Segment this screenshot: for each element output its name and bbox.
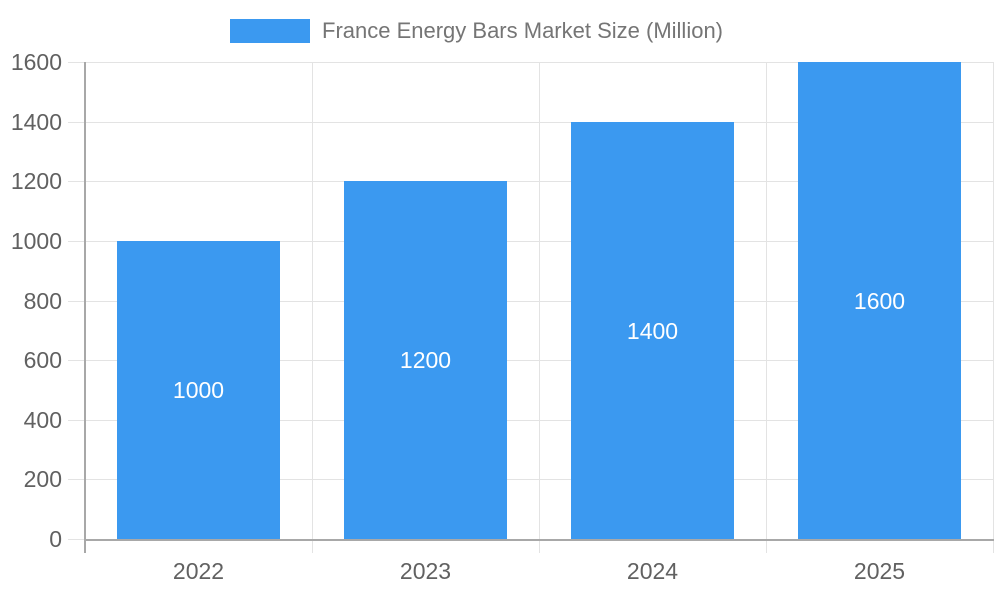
- y-gridline: [68, 420, 993, 421]
- y-axis-tick-label: 1400: [10, 109, 62, 135]
- y-gridline: [68, 301, 993, 302]
- y-axis-line: [84, 62, 86, 553]
- y-gridline: [68, 479, 993, 480]
- bar-2022: [117, 241, 280, 539]
- bar-value-label: 1400: [626, 318, 679, 344]
- bar-2025: [798, 62, 961, 539]
- chart-legend: France Energy Bars Market Size (Million): [230, 19, 723, 43]
- y-axis-tick-label: 400: [23, 407, 62, 433]
- legend-swatch-icon: [230, 19, 310, 43]
- bar-value-label: 1200: [399, 347, 452, 373]
- y-gridline: [68, 360, 993, 361]
- x-gridline: [539, 62, 540, 553]
- x-gridline: [766, 62, 767, 553]
- y-axis-tick-label: 200: [23, 466, 62, 492]
- legend-label: France Energy Bars Market Size (Million): [322, 18, 724, 43]
- x-axis-line: [84, 539, 994, 541]
- bar-value-label: 1600: [853, 288, 906, 314]
- y-axis-tick-label: 1000: [10, 228, 62, 254]
- x-axis-tick-label: 2024: [626, 558, 679, 584]
- bar-2024: [571, 122, 734, 539]
- y-axis-tick-label: 0: [49, 526, 62, 552]
- y-axis-tick-label: 1600: [10, 49, 62, 75]
- x-axis-tick-label: 2023: [399, 558, 452, 584]
- y-axis-tick-label: 1200: [10, 168, 62, 194]
- x-gridline: [312, 62, 313, 553]
- x-axis-tick-label: 2025: [853, 558, 906, 584]
- y-axis-tick-label: 600: [23, 347, 62, 373]
- y-gridline: [68, 181, 993, 182]
- bar-value-label: 1000: [172, 377, 225, 403]
- y-tick: [68, 539, 85, 540]
- y-gridline: [68, 62, 993, 63]
- x-gridline: [993, 62, 994, 553]
- y-gridline: [68, 122, 993, 123]
- y-gridline: [68, 241, 993, 242]
- bar-2023: [344, 181, 507, 539]
- x-axis-tick-label: 2022: [172, 558, 225, 584]
- y-axis-tick-label: 800: [23, 288, 62, 314]
